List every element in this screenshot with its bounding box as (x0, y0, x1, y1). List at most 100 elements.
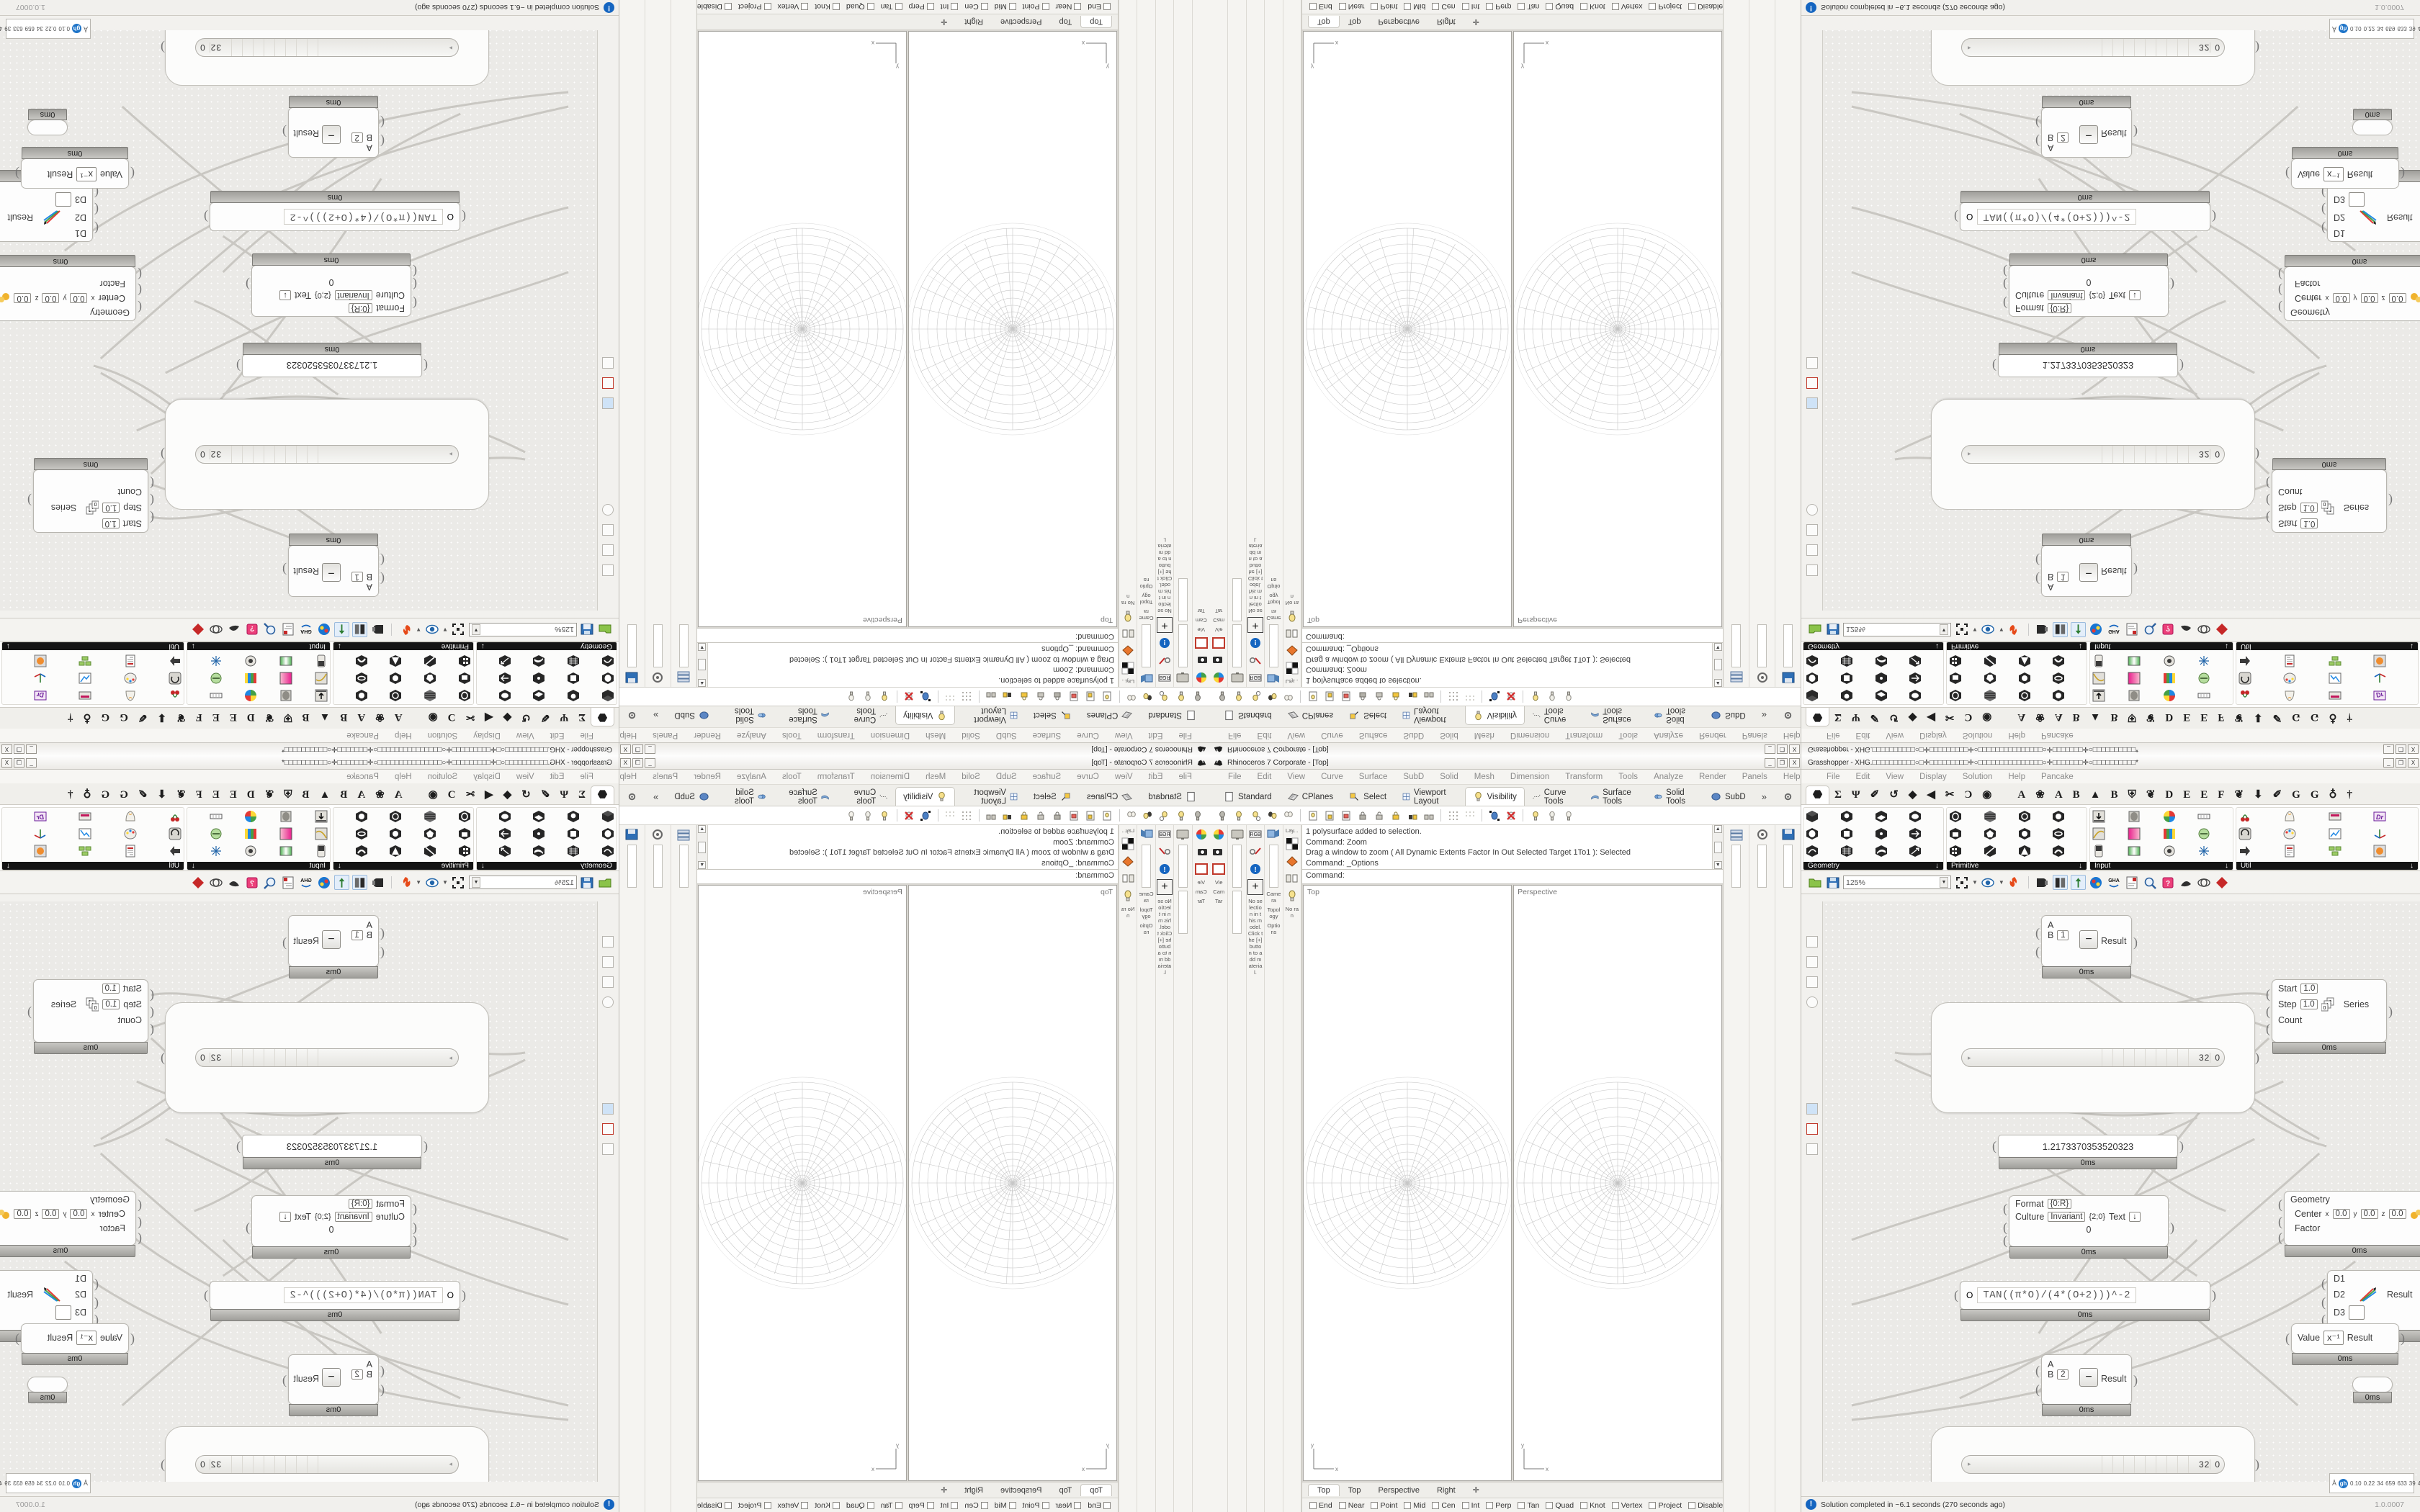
show-selected-button[interactable] (1157, 808, 1173, 823)
rhino-menubar[interactable]: File Edit View Curve Surface SubD Solid … (1210, 770, 1801, 785)
rhino-toolbar-tabs[interactable]: Standard CPlanes Select Viewport Layout … (1210, 785, 1801, 806)
tabs-overflow[interactable]: » (645, 787, 666, 806)
light-toggle-icon[interactable] (844, 808, 859, 823)
format-culture-in[interactable]: ( (413, 277, 417, 292)
cylinder-icon[interactable] (2051, 809, 2066, 824)
profiler-button[interactable] (370, 875, 385, 890)
slider2-track[interactable]: ▸ 3 2 0 (1961, 38, 2225, 58)
grasshopper-minimap[interactable]: Å gh 0.10 0.22 34 659 633 39 431 564 1.5… (2329, 19, 2420, 39)
gh-menu-edit[interactable]: Edit (550, 772, 565, 781)
panel-out[interactable]: ) (2179, 1138, 2184, 1153)
gh-cat-g0[interactable]: ⬇ (157, 711, 166, 723)
grid-prim-icon[interactable] (457, 654, 472, 668)
right-scroll-2[interactable] (1757, 624, 1767, 667)
sub2-b-in[interactable]: ( (2035, 1382, 2040, 1397)
boolean-toggle-icon[interactable] (2092, 844, 2106, 858)
control-knob-icon[interactable] (2162, 844, 2177, 858)
grasshopper-canvas[interactable]: ( ( ) A B 1 − Result 0ms (0, 30, 597, 611)
osnap-knot[interactable]: Knot (1580, 3, 1605, 12)
geometry-icon-grid[interactable] (1803, 808, 1943, 862)
rail-widget-icon[interactable] (1806, 956, 1818, 968)
save-definition-button[interactable] (580, 622, 595, 637)
zoom-level-select[interactable]: 125% ▼ (1843, 876, 1951, 889)
tab-solid-tools[interactable]: Solid Tools (1646, 706, 1703, 725)
osnap-end[interactable]: End (1309, 3, 1332, 12)
dashboard-icon[interactable] (79, 671, 93, 685)
minimize-button[interactable]: _ (645, 757, 655, 768)
gh-cat-a1[interactable]: A (2017, 711, 2026, 723)
grid-prim-icon[interactable] (1948, 844, 1963, 858)
node-subtraction-2[interactable]: ( ( ) A B 2 − Result 0ms (2035, 96, 2138, 158)
maximize-button[interactable]: ❐ (1777, 744, 1788, 755)
scroll-thumb[interactable] (1713, 841, 1722, 853)
shaded-preview-button[interactable] (2179, 875, 2194, 890)
osnap-perp-checkbox[interactable] (926, 1501, 934, 1509)
osnap-disable-checkbox[interactable] (724, 3, 732, 11)
osnap-knot-checkbox[interactable] (1580, 1501, 1588, 1509)
node-number-slider-2[interactable]: ) ▸ 3 2 0 (1931, 1426, 2259, 1482)
gh-cat-sets[interactable]: Ψ (560, 789, 569, 801)
arc-icon[interactable] (457, 809, 472, 824)
input-group-expand[interactable]: ↓ (192, 642, 195, 650)
slider2-out[interactable]: ) (2255, 1457, 2259, 1471)
osnap-quad-checkbox[interactable] (866, 1501, 874, 1509)
right-scroll-1[interactable] (678, 845, 689, 888)
format-value[interactable]: {0:R} (2047, 1199, 2072, 1209)
ribbon-group-util[interactable]: Dr Util ↓ (1, 807, 184, 870)
rhino-command-input[interactable]: Command: (696, 870, 1118, 884)
gh-menu-file[interactable]: File (1827, 772, 1840, 781)
profiler-button[interactable] (2035, 875, 2050, 890)
rail-tag-icon[interactable] (1806, 1143, 1818, 1155)
osnap-tan[interactable]: Tan (881, 1501, 902, 1510)
gh-cat-a1[interactable]: A (394, 711, 403, 723)
osnap-mid[interactable]: Mid (1404, 3, 1425, 12)
osnap-quad-checkbox[interactable] (1546, 3, 1554, 11)
port-result-out[interactable]: ) (2133, 935, 2138, 950)
viewport-tab-add[interactable]: ✛ (941, 17, 948, 26)
grasshopper-component-ribbon[interactable]: Geometry ↓ (0, 805, 619, 871)
scale-factor-in[interactable]: ( (2278, 1230, 2282, 1245)
node-panel-value[interactable]: ( ) 1.2173370353520323 0ms (1992, 1135, 2184, 1169)
circle-icon[interactable] (389, 688, 403, 703)
gh-minimize-button[interactable]: _ (26, 757, 37, 768)
geometry-icon-grid[interactable] (477, 808, 617, 862)
util-group-expand[interactable]: ↓ (6, 642, 10, 650)
grasshopper-canvas[interactable]: ( ( ) A B 1 − Result 0ms (1823, 901, 2420, 1482)
pipe-icon[interactable] (2051, 844, 2066, 858)
rail-named-view-icon[interactable] (602, 377, 614, 389)
div-d1-in[interactable]: ( (94, 221, 99, 236)
cylinder-icon[interactable] (354, 809, 369, 824)
menu-transform[interactable]: Transform (1565, 773, 1603, 781)
gh-cat-e2[interactable]: E (2200, 789, 2208, 801)
gh-cat-a2[interactable]: ❀ (2035, 711, 2045, 723)
osnap-mid[interactable]: Mid (995, 1501, 1016, 1510)
slider2-track[interactable]: ▸ 3 2 0 (195, 38, 459, 58)
format-in[interactable]: ( (413, 296, 417, 311)
grid-hide-icon[interactable] (1462, 808, 1477, 823)
node-expression[interactable]: ( ) O TAN((π*O)/(4*(O+2)))^-2 0ms (1954, 191, 2216, 231)
osnap-disable-checkbox[interactable] (1688, 1501, 1696, 1509)
control-knob-icon[interactable] (2162, 654, 2177, 668)
panel-col-properties[interactable]: Vie Cam Tar (1191, 0, 1210, 687)
series-start-value[interactable]: 1.0 (102, 984, 120, 994)
osnap-int-checkbox[interactable] (951, 3, 959, 11)
rhino-command-area[interactable]: 1 polysurface added to selection. Comman… (696, 642, 1118, 687)
notes-button[interactable] (2125, 622, 2140, 637)
gh-menu-display[interactable]: Display (473, 772, 501, 781)
osnap-quad[interactable]: Quad (1546, 1501, 1574, 1510)
polygon-icon[interactable] (1983, 671, 1997, 685)
transform-param-icon[interactable] (498, 827, 512, 841)
save-definition-button[interactable] (1825, 622, 1840, 637)
scale-cy[interactable]: 0.0 (42, 293, 60, 303)
rail-named-view-icon[interactable] (1806, 377, 1818, 389)
control-points-off-icon[interactable] (1503, 689, 1518, 704)
scale-center-in[interactable]: ( (138, 283, 142, 298)
zoom-extents-dropdown[interactable]: ▼ (1972, 879, 1978, 886)
node-format[interactable]: ( ( ( ) Format {0:R} Culture Invariant {… (2003, 1195, 2174, 1259)
gh-cat-mesh[interactable]: ◀ (485, 711, 493, 723)
menu-help[interactable]: Help (1783, 773, 1801, 781)
gha-assemblies-button[interactable]: GHA (2107, 622, 2122, 637)
rhino-left-panels[interactable]: Vie Cam Tar RGB ! + No selection (1210, 0, 1302, 687)
format-culture-in[interactable]: ( (2003, 1220, 2007, 1235)
zoom-level-select[interactable]: 125% ▼ (469, 876, 577, 889)
